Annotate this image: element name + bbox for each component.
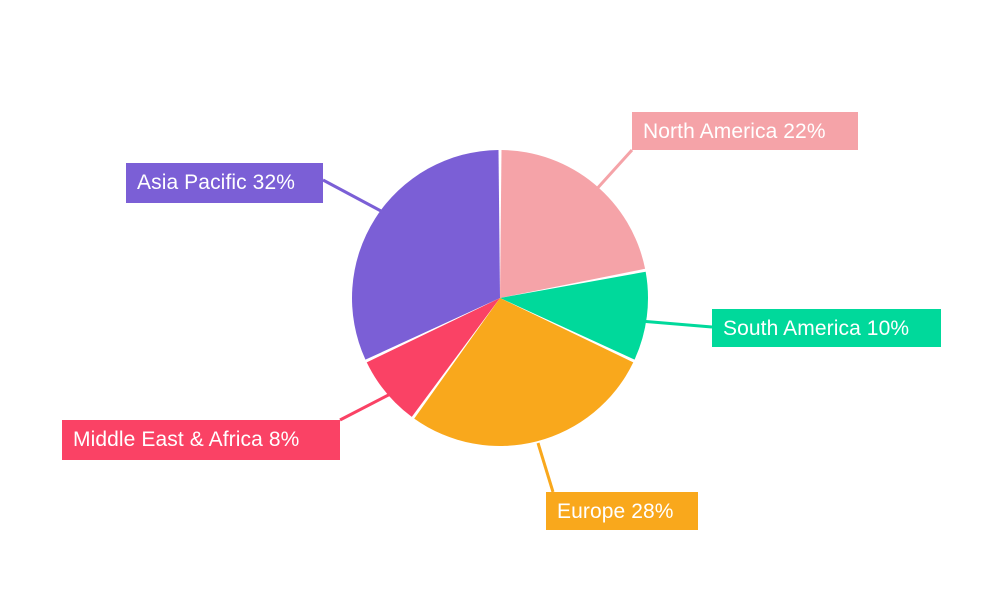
pie-slice-south-america[interactable] [500, 271, 648, 360]
pie-slice-asia-pacific[interactable] [351, 150, 500, 360]
leader-line-asia-pacific [322, 178, 382, 213]
pie-slice-north-america[interactable] [500, 150, 646, 298]
pie-label-north-america[interactable]: North America 22% [632, 112, 858, 150]
pie-label-europe[interactable]: Europe 28% [546, 492, 698, 530]
pie-label-middle-east-africa[interactable]: Middle East & Africa 8% [62, 420, 340, 460]
pie-slice-group [351, 150, 648, 446]
leader-line-north-america [592, 148, 634, 194]
leader-line-south-america [639, 319, 713, 329]
pie-label-south-america[interactable]: South America 10% [712, 309, 941, 347]
pie-slice-europe[interactable] [414, 298, 634, 446]
pie-slice-middle-east-africa[interactable] [366, 298, 500, 417]
pie-label-asia-pacific[interactable]: Asia Pacific 32% [126, 163, 323, 203]
leader-line-europe [536, 442, 555, 493]
